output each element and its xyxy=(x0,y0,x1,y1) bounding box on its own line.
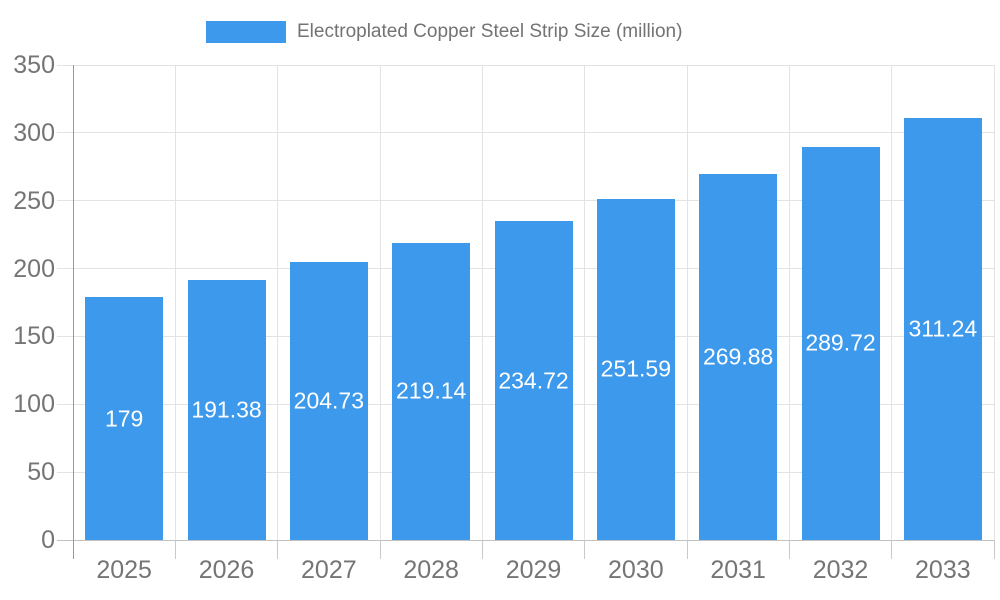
x-tick-label: 2032 xyxy=(812,556,869,584)
x-tick-label: 2025 xyxy=(96,556,152,584)
bar-value-label: 269.88 xyxy=(702,343,774,370)
h-gridline xyxy=(57,200,994,202)
y-tick-label: 0 xyxy=(41,526,55,554)
x-axis-tick xyxy=(891,540,893,559)
bar[interactable] xyxy=(903,117,982,540)
v-gridline xyxy=(584,65,586,540)
x-tick-label: 2033 xyxy=(915,556,971,584)
bar[interactable] xyxy=(699,173,778,540)
x-tick-label: 2029 xyxy=(505,556,562,584)
legend-swatch xyxy=(206,21,286,43)
bar-value-label: 311.24 xyxy=(908,315,978,342)
y-tick-label: 100 xyxy=(13,390,55,419)
bar-value-label: 219.14 xyxy=(395,377,467,404)
y-tick-label: 300 xyxy=(13,118,55,147)
legend[interactable]: Electroplated Copper Steel Strip Size (m… xyxy=(206,21,682,43)
x-axis-line xyxy=(57,539,994,541)
x-axis-tick xyxy=(788,540,790,559)
v-gridline xyxy=(993,65,995,540)
x-axis-tick xyxy=(686,540,688,559)
x-axis-tick xyxy=(277,540,279,559)
h-gridline xyxy=(57,64,994,66)
bar[interactable] xyxy=(289,262,368,540)
v-gridline xyxy=(174,65,176,540)
x-tick-label: 2030 xyxy=(608,556,664,584)
bar-value-label: 289.72 xyxy=(805,329,876,356)
y-axis-line xyxy=(73,65,74,559)
legend-label: Electroplated Copper Steel Strip Size (m… xyxy=(297,21,683,42)
x-axis-tick xyxy=(481,540,483,559)
x-axis-tick xyxy=(993,540,995,559)
v-gridline xyxy=(481,65,483,540)
y-tick-label: 200 xyxy=(13,254,55,283)
y-tick-label: 350 xyxy=(13,51,55,79)
x-tick-label: 2031 xyxy=(710,556,766,584)
x-tick-label: 2027 xyxy=(301,556,357,584)
x-tick-label: 2026 xyxy=(198,556,255,584)
x-axis-tick xyxy=(584,540,586,559)
bar-value-label: 251.59 xyxy=(600,355,672,382)
x-axis-tick xyxy=(379,540,381,559)
y-tick-label: 50 xyxy=(27,458,55,487)
bar[interactable] xyxy=(801,146,880,540)
y-tick-label: 150 xyxy=(13,322,55,351)
v-gridline xyxy=(686,65,688,540)
v-gridline xyxy=(891,65,893,540)
y-tick-label: 250 xyxy=(13,186,55,215)
bar[interactable] xyxy=(596,198,675,540)
v-gridline xyxy=(788,65,790,540)
h-gridline xyxy=(57,132,994,134)
bar[interactable] xyxy=(494,221,573,540)
bar-value-label: 204.73 xyxy=(293,387,365,414)
bar[interactable] xyxy=(187,280,266,540)
bar[interactable] xyxy=(392,242,471,540)
v-gridline xyxy=(277,65,279,540)
x-tick-label: 2028 xyxy=(403,556,459,584)
v-gridline xyxy=(379,65,381,540)
x-axis-tick xyxy=(174,540,176,559)
bar[interactable] xyxy=(85,297,164,540)
bar-value-label: 191.38 xyxy=(191,396,262,423)
bar-value-label: 234.72 xyxy=(498,367,569,394)
bar-value-label: 179 xyxy=(104,405,144,432)
